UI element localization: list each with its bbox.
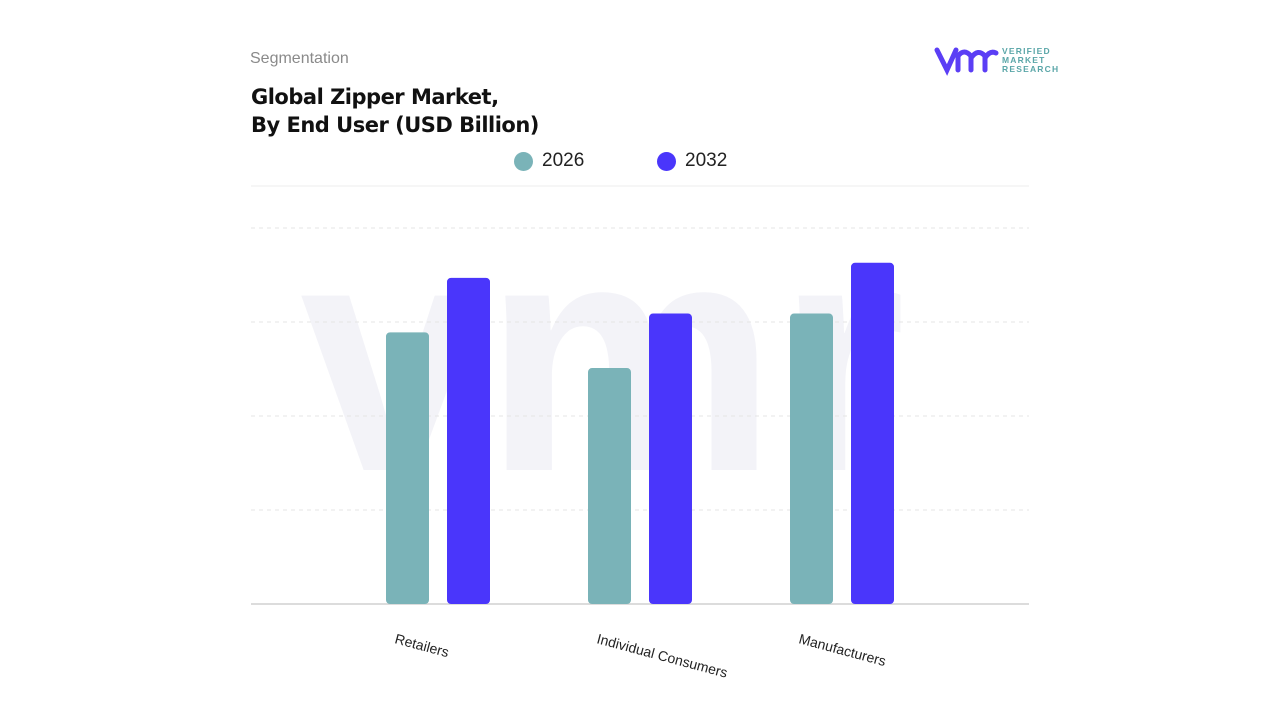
legend-swatch xyxy=(657,151,676,171)
bar-individual-consumers-2032 xyxy=(649,313,692,604)
legend-label: 2026 xyxy=(542,150,585,171)
svg-text:VERIFIED: VERIFIED xyxy=(1002,46,1051,56)
svg-text:RESEARCH: RESEARCH xyxy=(1002,64,1059,74)
bar-retailers-2032 xyxy=(447,277,490,604)
bar-individual-consumers-2026 xyxy=(588,368,631,604)
legend-swatch xyxy=(514,151,533,171)
bar-manufacturers-2032 xyxy=(851,262,894,604)
title-line-2: By End User (USD Billion) xyxy=(251,113,539,137)
chart-title: Global Zipper Market, By End User (USD Bi… xyxy=(251,83,539,139)
legend-item-2026: 2026 xyxy=(514,150,584,172)
x-tick-label: Retailers xyxy=(393,630,451,660)
vmr-logo: VERIFIED MARKET RESEARCH xyxy=(934,44,1059,81)
legend-label: 2032 xyxy=(685,150,728,171)
title-line-1: Global Zipper Market, xyxy=(251,85,499,109)
x-tick-label: Manufacturers xyxy=(797,630,888,669)
legend-item-2032: 2032 xyxy=(657,150,727,172)
bar-retailers-2026 xyxy=(386,332,429,604)
x-tick-label: Individual Consumers xyxy=(595,630,729,680)
bar-manufacturers-2026 xyxy=(790,313,833,604)
section-label: Segmentation xyxy=(250,50,349,67)
svg-text:MARKET: MARKET xyxy=(1002,55,1046,65)
